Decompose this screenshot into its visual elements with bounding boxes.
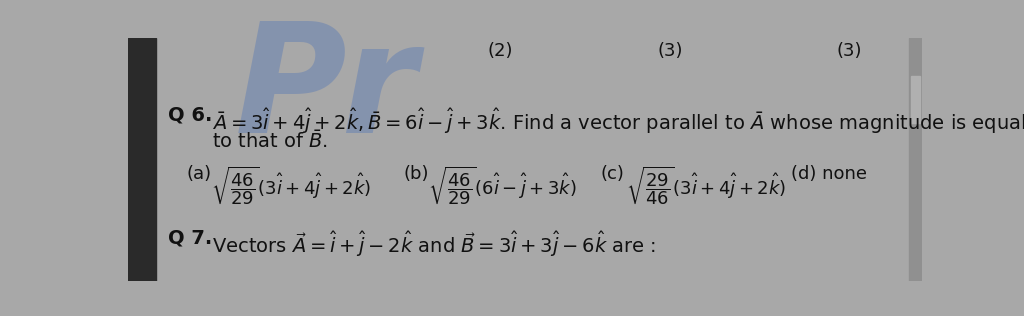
Text: (c): (c) [601, 165, 625, 183]
Bar [910, 76, 920, 123]
Text: $\sqrt{\dfrac{46}{29}}(3\hat{i}+4\hat{j}+2\hat{k})$: $\sqrt{\dfrac{46}{29}}(3\hat{i}+4\hat{j}… [211, 165, 371, 207]
Text: Q 6.: Q 6. [168, 106, 213, 125]
Text: to that of $\bar{B}$.: to that of $\bar{B}$. [212, 130, 328, 152]
Text: $\bar{A}=3\hat{i}+4\hat{j}+2\hat{k},\bar{B}=6\hat{i}-\hat{j}+3\hat{k}$. Find a v: $\bar{A}=3\hat{i}+4\hat{j}+2\hat{k},\bar… [212, 106, 1024, 136]
Bar [909, 38, 922, 281]
Text: Pr: Pr [234, 16, 417, 165]
Text: (3): (3) [657, 42, 683, 60]
Text: $\sqrt{\dfrac{29}{46}}(3\hat{i}+4\hat{j}+2\hat{k})$: $\sqrt{\dfrac{29}{46}}(3\hat{i}+4\hat{j}… [626, 165, 785, 207]
Text: (a): (a) [186, 165, 211, 183]
Text: (b): (b) [403, 165, 429, 183]
Text: (d) none: (d) none [791, 165, 866, 183]
Bar [128, 38, 156, 281]
Text: $\sqrt{\dfrac{46}{29}}(6\hat{i}-\hat{j}+3\hat{k})$: $\sqrt{\dfrac{46}{29}}(6\hat{i}-\hat{j}+… [428, 165, 577, 207]
Text: Vectors $\vec{A}=\hat{i}+\hat{j}-2\hat{k}$ and $\vec{B}=3\hat{i}+3\hat{j}-6\hat{: Vectors $\vec{A}=\hat{i}+\hat{j}-2\hat{k… [212, 229, 655, 259]
Text: Q 7.: Q 7. [168, 229, 213, 248]
Text: (3): (3) [836, 42, 861, 60]
Text: (2): (2) [487, 42, 513, 60]
